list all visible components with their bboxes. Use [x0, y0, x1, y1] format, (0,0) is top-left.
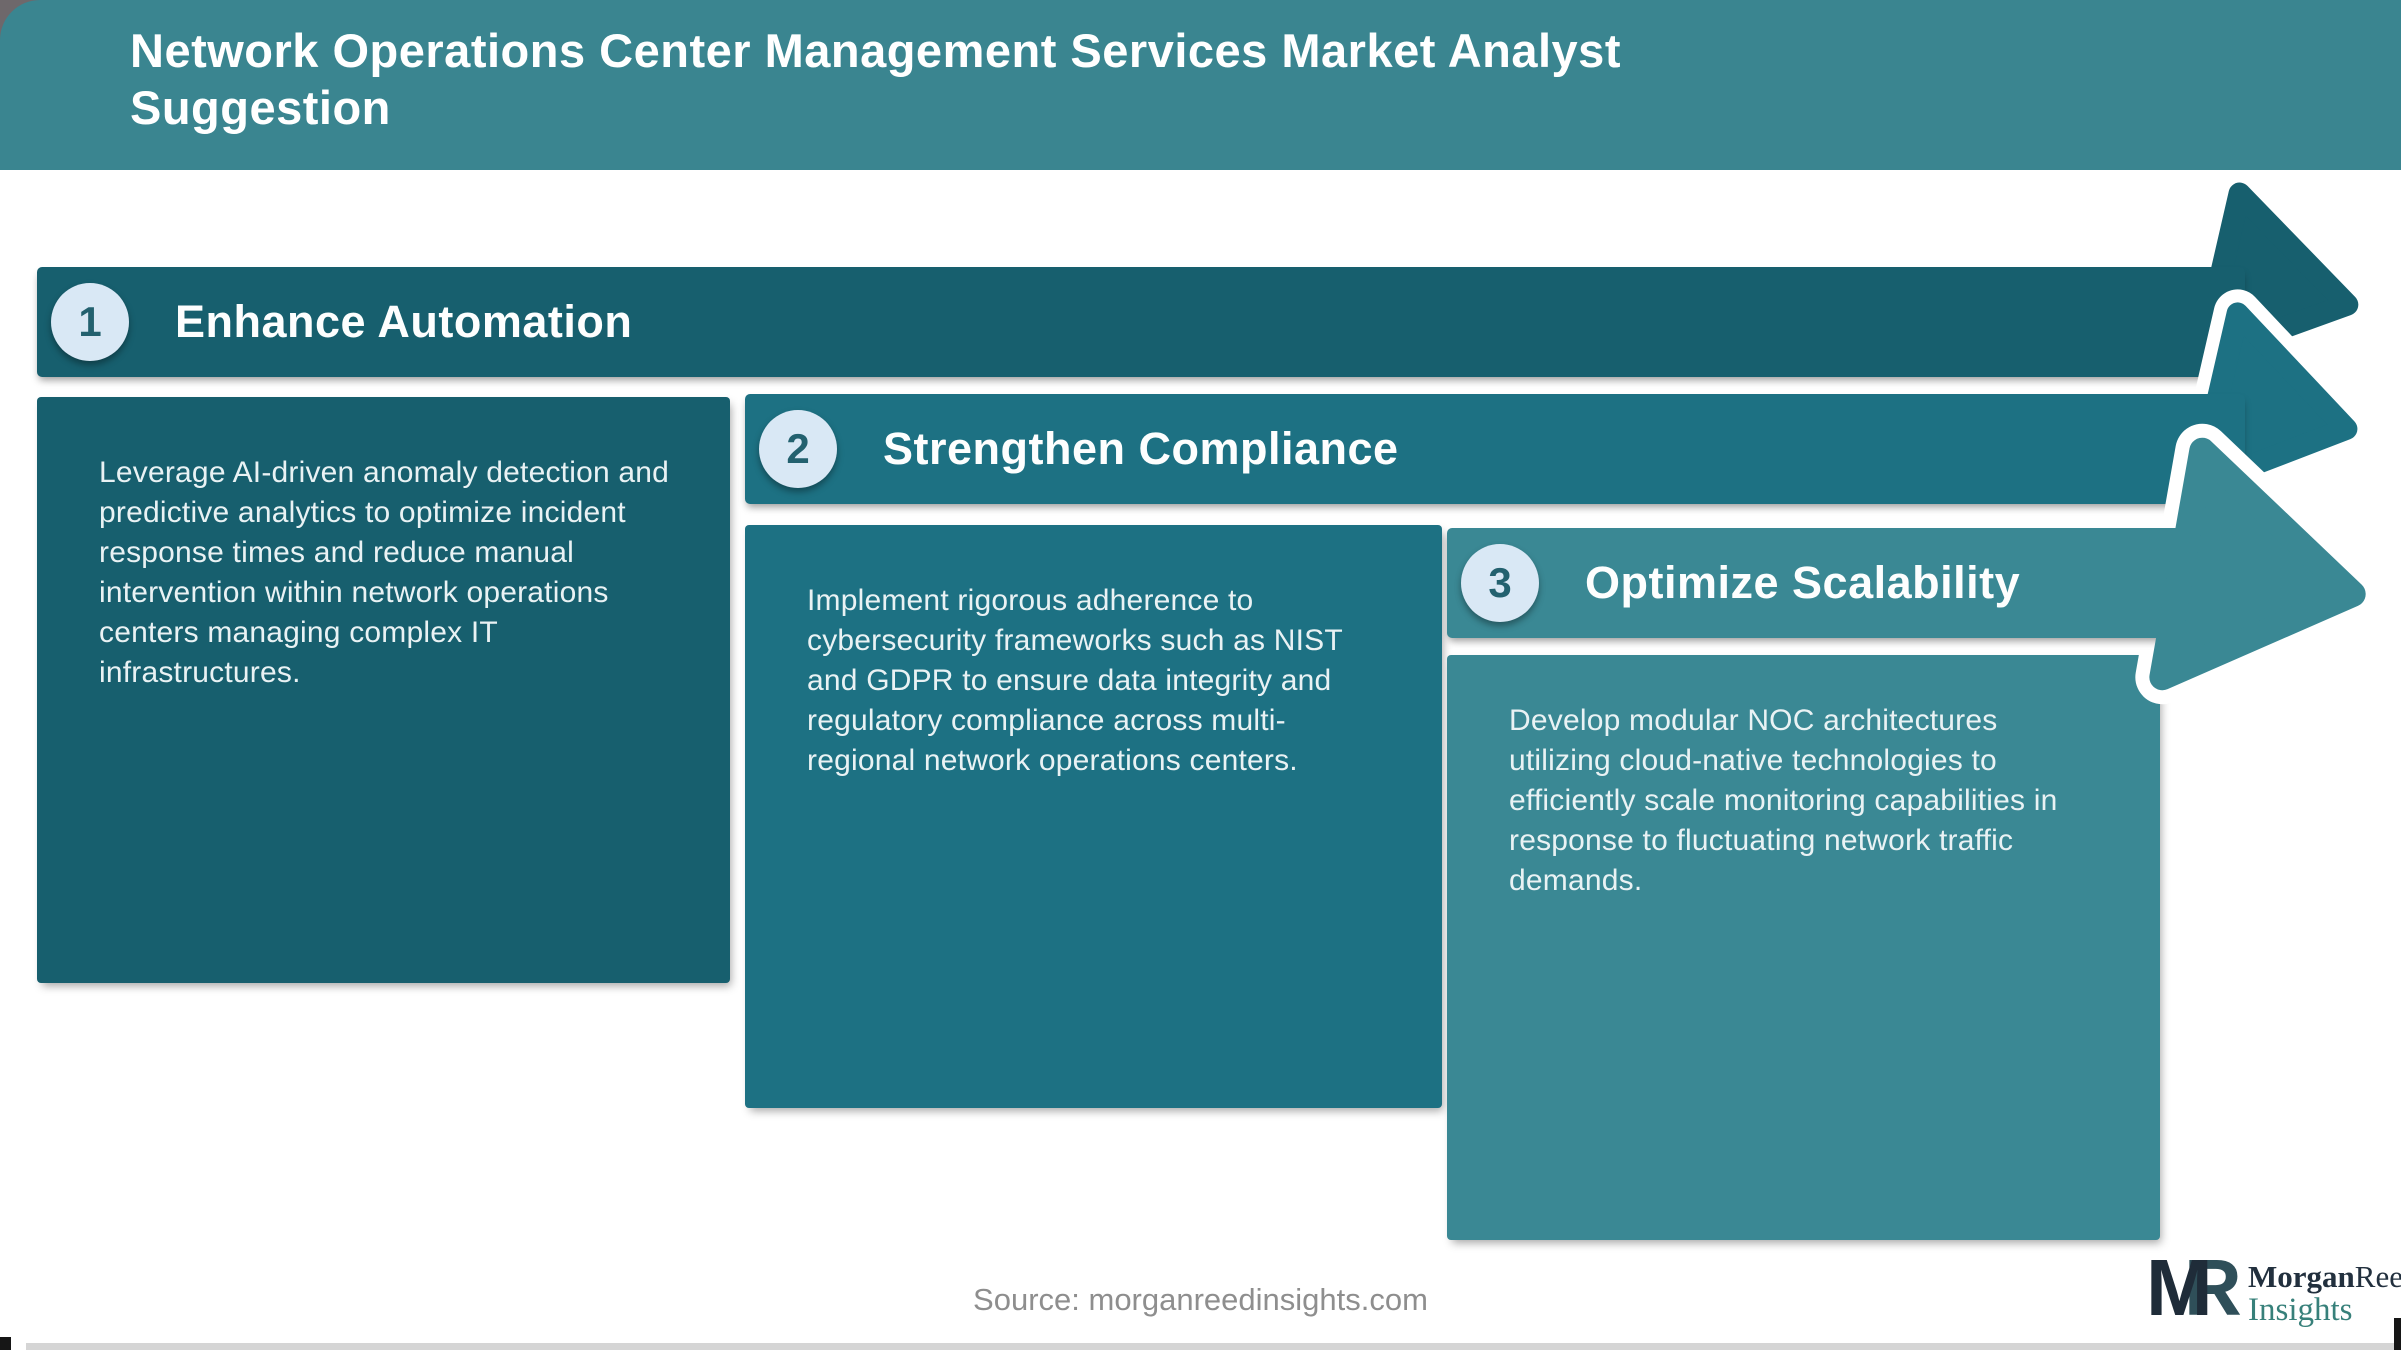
- step1-description-box: Leverage AI-driven anomaly detection and…: [37, 397, 730, 983]
- morganreed-logo: R M MorganReed Insights: [2146, 1248, 2401, 1334]
- logo-letter-r: R: [2184, 1243, 2242, 1332]
- logo-letter-m: M: [2146, 1243, 2213, 1332]
- step3-description: Develop modular NOC architectures utiliz…: [1509, 704, 2058, 897]
- source-attribution: Source: morganreedinsights.com: [973, 1282, 1428, 1317]
- step3-arrow-banner: 3 Optimize Scalability: [1447, 528, 2240, 638]
- logo-name-morgan: Morgan: [2248, 1259, 2355, 1294]
- logo-name-reed: Reed: [2354, 1259, 2401, 1294]
- step2-description: Implement rigorous adherence to cybersec…: [807, 584, 1343, 777]
- bottom-left-edge-artifact: [0, 1337, 11, 1350]
- step2-number-badge: 2: [759, 410, 837, 488]
- step1-number-badge: 1: [51, 283, 129, 361]
- step3-title: Optimize Scalability: [1585, 557, 2021, 608]
- step3-number: 3: [1488, 559, 1512, 606]
- step1-description: Leverage AI-driven anomaly detection and…: [99, 456, 670, 689]
- logo-company-name: MorganReed: [2248, 1261, 2401, 1293]
- logo-text: MorganReed Insights: [2248, 1261, 2401, 1328]
- step1-number: 1: [78, 298, 102, 345]
- step2-arrow-banner: 2 Strengthen Compliance: [745, 394, 2245, 504]
- step2-title: Strengthen Compliance: [883, 423, 1399, 474]
- step2-number: 2: [786, 425, 810, 472]
- step3-number-badge: 3: [1461, 544, 1539, 622]
- page-title: Network Operations Center Management Ser…: [130, 24, 1621, 134]
- step1-arrow-banner: 1 Enhance Automation: [37, 267, 2245, 377]
- step2-description-box: Implement rigorous adherence to cybersec…: [745, 525, 1442, 1108]
- step3-description-box: Develop modular NOC architectures utiliz…: [1447, 655, 2160, 1240]
- header-banner: Network Operations Center Management Ser…: [0, 0, 2401, 170]
- bottom-right-edge-artifact: [2394, 1318, 2401, 1350]
- bottom-divider-line: [26, 1343, 2401, 1350]
- mr-monogram-icon: R M: [2146, 1248, 2242, 1334]
- step1-title: Enhance Automation: [175, 296, 633, 347]
- logo-tagline: Insights: [2248, 1292, 2353, 1328]
- arrow-head-icon: [2149, 437, 2366, 691]
